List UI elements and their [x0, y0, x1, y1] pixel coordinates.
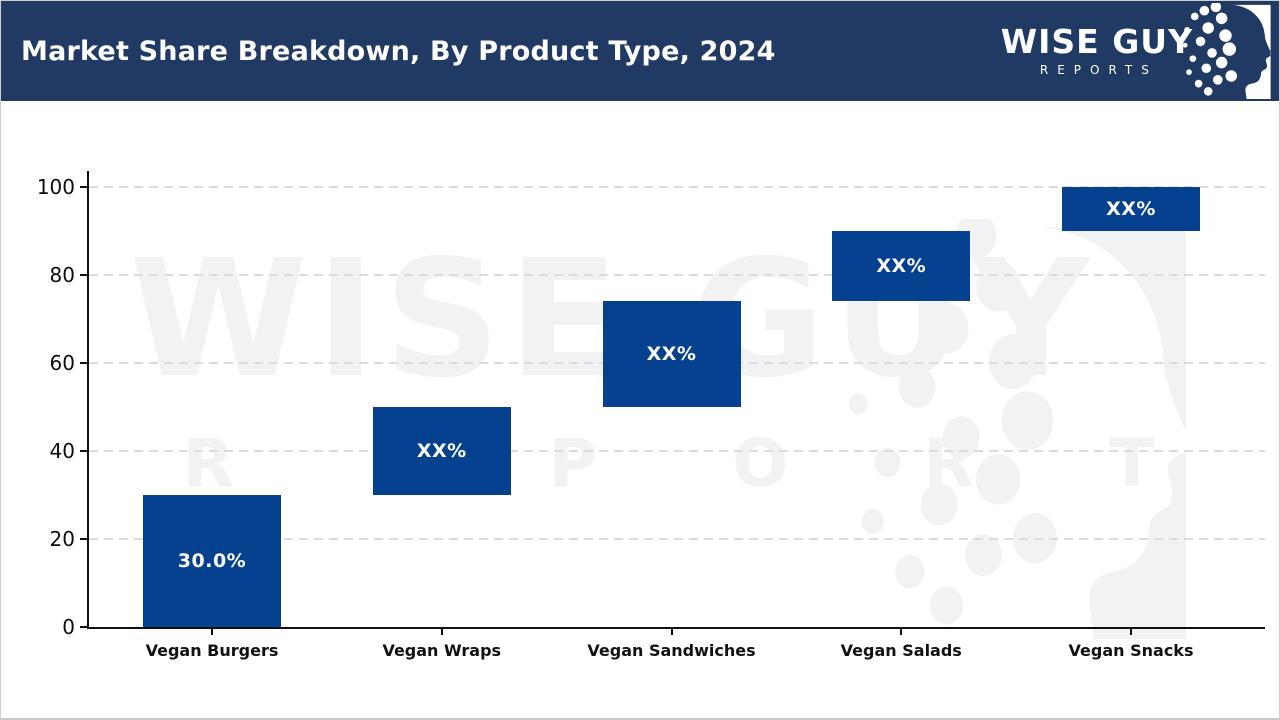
- bar-vegan-sandwiches: XX%: [602, 301, 741, 407]
- logo-name: WISE GUY: [1000, 22, 1193, 61]
- logo-subtitle: REPORTS: [1039, 63, 1158, 77]
- y-tick-label: 40: [49, 439, 75, 463]
- bar-vegan-salads: XX%: [832, 231, 971, 302]
- y-tick: [80, 626, 89, 628]
- x-axis-line: [87, 627, 1265, 629]
- logo-text: WISE GUY REPORTS: [1001, 25, 1193, 77]
- x-tick: [1130, 629, 1132, 635]
- page-title: Market Share Breakdown, By Product Type,…: [21, 35, 776, 67]
- x-tick: [900, 629, 903, 635]
- bar-value-label: XX%: [646, 343, 697, 366]
- y-axis-line: [87, 171, 89, 629]
- bar-value-label: XX%: [416, 440, 467, 462]
- y-tick-label: 60: [49, 351, 75, 375]
- bar-value-label: 30.0%: [177, 550, 247, 572]
- x-tick: [440, 629, 443, 635]
- wise-guy-reports-logo: WISE GUY REPORTS: [1001, 3, 1279, 99]
- x-tick: [211, 629, 213, 635]
- y-tick: [80, 538, 89, 540]
- y-tick: [80, 274, 89, 276]
- x-tick: [670, 629, 673, 635]
- bar-value-label: XX%: [876, 255, 927, 278]
- y-tick: [80, 362, 89, 364]
- y-tick-label: 0: [62, 615, 75, 639]
- header-band: Market Share Breakdown, By Product Type,…: [1, 1, 1279, 101]
- y-tick: [80, 450, 89, 452]
- y-tick-label: 20: [49, 527, 75, 551]
- y-tick-label: 100: [36, 175, 75, 199]
- x-tick-label: Vegan Burgers: [145, 641, 279, 660]
- watermark-reports: R E P O R T S: [183, 425, 1280, 502]
- y-gridline: [89, 450, 1265, 452]
- y-gridline: [89, 538, 1265, 540]
- bar-vegan-snacks: XX%: [1062, 187, 1200, 231]
- bar-vegan-burgers: 30.0%: [143, 495, 281, 627]
- y-tick: [80, 186, 89, 188]
- x-tick-label: Vegan Sandwiches: [587, 641, 756, 660]
- y-gridline: [89, 274, 1265, 276]
- x-tick-label: Vegan Snacks: [1068, 641, 1194, 660]
- x-tick-label: Vegan Salads: [840, 641, 962, 660]
- dotted-head-icon: [1182, 3, 1271, 99]
- bar-value-label: XX%: [1106, 198, 1156, 220]
- y-gridline: [89, 186, 1265, 188]
- x-tick-label: Vegan Wraps: [382, 641, 502, 660]
- bar-vegan-wraps: XX%: [372, 407, 511, 495]
- y-tick-label: 80: [49, 263, 75, 287]
